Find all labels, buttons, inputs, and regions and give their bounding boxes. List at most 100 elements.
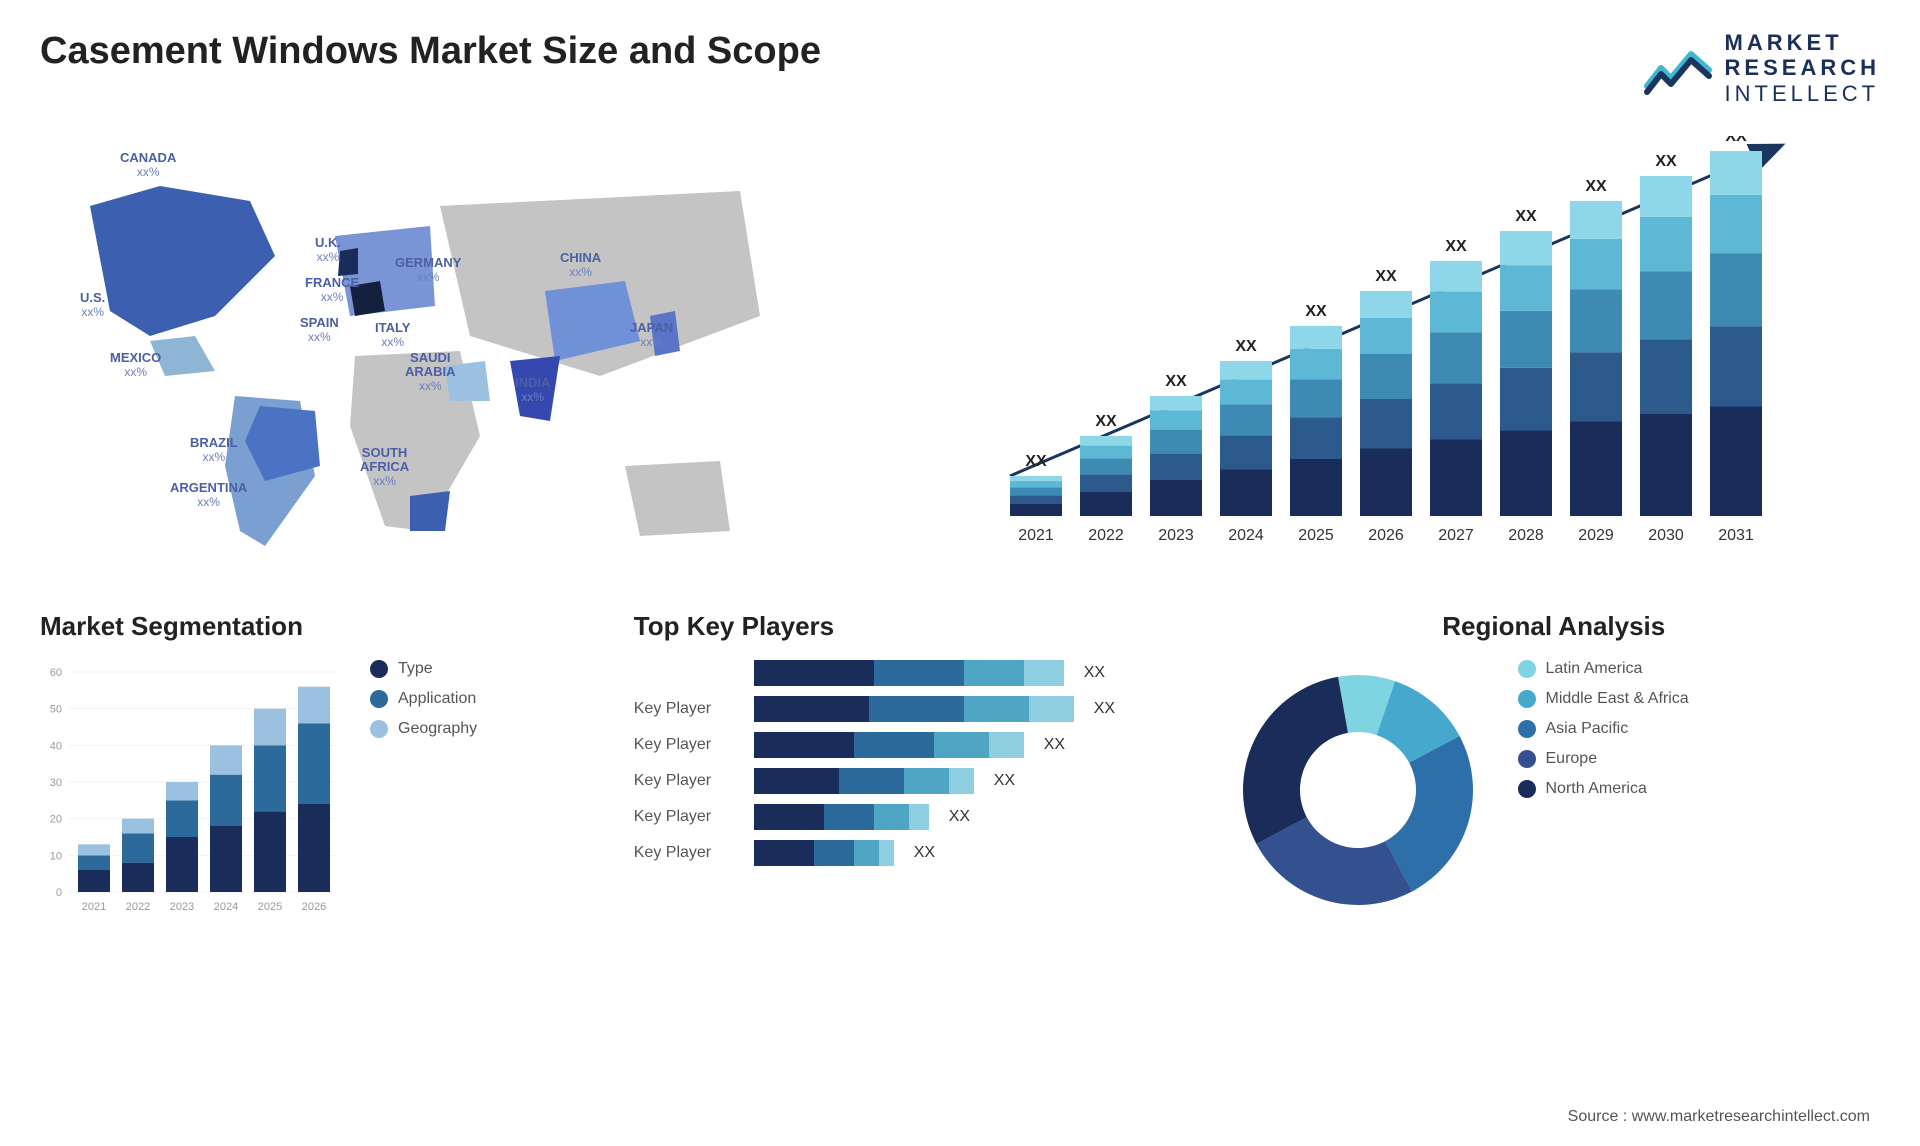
svg-text:2024: 2024 [214,901,238,913]
regional-legend: Latin America Middle East & Africa Asia Pa… [1518,660,1689,810]
key-players-list: XXKey PlayerXXKey PlayerXXKey PlayerXXKe… [634,660,1178,866]
regional-legend-item: Latin America [1518,660,1689,678]
regional-legend-item: Europe [1518,750,1689,768]
key-player-row: XX [634,660,1178,686]
segmentation-legend-item: Type [370,660,477,678]
svg-text:2024: 2024 [1228,527,1264,544]
map-country-label: ITALYxx% [375,321,410,350]
key-player-bar [754,696,1074,722]
map-country-label: CANADAxx% [120,151,176,180]
map-country-label: SOUTHAFRICAxx% [360,446,409,489]
svg-text:30: 30 [50,777,62,789]
map-country-label: U.K.xx% [315,236,341,265]
svg-text:2021: 2021 [82,901,106,913]
map-country-label: GERMANYxx% [395,256,461,285]
segmentation-section: Market Segmentation 0 10 20 30 40 50 60 2021 202… [40,611,584,920]
svg-text:2030: 2030 [1648,527,1684,544]
svg-text:2021: 2021 [1018,527,1054,544]
key-player-row: Key Player XX [634,768,1178,794]
key-player-label: Key Player [634,808,734,826]
key-player-value: XX [914,844,935,862]
map-country-label: CHINAxx% [560,251,601,280]
svg-text:20: 20 [50,814,62,826]
svg-text:XX: XX [1725,136,1747,145]
key-player-label: Key Player [634,700,734,718]
svg-text:2022: 2022 [1088,527,1124,544]
key-player-value: XX [1094,700,1115,718]
key-player-label: Key Player [634,772,734,790]
logo-line1: MARKET [1725,30,1880,55]
svg-text:40: 40 [50,740,62,752]
key-player-label: Key Player [634,736,734,754]
map-country-label: BRAZILxx% [190,436,238,465]
svg-text:2031: 2031 [1718,527,1754,544]
key-player-bar [754,768,974,794]
regional-donut-chart [1228,660,1488,920]
key-player-bar [754,804,929,830]
map-country-label: FRANCExx% [305,276,359,305]
regional-section: Regional Analysis Latin America Middle Ea… [1228,611,1881,920]
svg-text:10: 10 [50,850,62,862]
logo-line3: INTELLECT [1725,81,1880,106]
key-player-value: XX [949,808,970,826]
key-player-row: Key Player XX [634,840,1178,866]
map-country-label: MEXICOxx% [110,351,161,380]
map-country-label: SPAINxx% [300,316,339,345]
svg-text:2028: 2028 [1508,527,1544,544]
segmentation-bar-chart: 0 10 20 30 40 50 60 2021 2022 2023 2024 2025 2026 [40,660,340,920]
svg-text:XX: XX [1305,303,1327,320]
svg-text:50: 50 [50,704,62,716]
logo-mark-icon [1643,40,1713,96]
svg-text:60: 60 [50,667,62,679]
page-title: Casement Windows Market Size and Scope [40,30,821,73]
map-country-label: U.S.xx% [80,291,105,320]
key-player-bar [754,840,894,866]
svg-text:2022: 2022 [126,901,150,913]
key-players-title: Top Key Players [634,611,1178,642]
segmentation-title: Market Segmentation [40,611,584,642]
map-country-label: JAPANxx% [630,321,673,350]
segmentation-legend: Type Application Geography [370,660,477,750]
svg-text:2026: 2026 [302,901,326,913]
svg-text:XX: XX [1095,413,1117,430]
svg-text:2027: 2027 [1438,527,1474,544]
brand-logo: MARKET RESEARCH INTELLECT [1643,30,1880,106]
key-player-label: Key Player [634,844,734,862]
key-players-section: Top Key Players XXKey PlayerXXKey Player… [634,611,1178,920]
segmentation-legend-item: Application [370,690,477,708]
key-player-value: XX [1044,736,1065,754]
svg-text:XX: XX [1025,453,1047,470]
svg-text:2026: 2026 [1368,527,1404,544]
svg-text:XX: XX [1375,268,1397,285]
regional-legend-item: Asia Pacific [1518,720,1689,738]
svg-text:2025: 2025 [258,901,282,913]
key-player-bar [754,660,1064,686]
svg-text:XX: XX [1515,208,1537,225]
svg-text:2023: 2023 [1158,527,1194,544]
svg-text:2023: 2023 [170,901,194,913]
map-country-label: INDIAxx% [515,376,550,405]
svg-text:2025: 2025 [1298,527,1334,544]
key-player-row: Key Player XX [634,696,1178,722]
svg-text:XX: XX [1235,338,1257,355]
svg-text:XX: XX [1585,178,1607,195]
map-country-label: SAUDIARABIAxx% [405,351,456,394]
regional-title: Regional Analysis [1228,611,1881,642]
regional-legend-item: North America [1518,780,1689,798]
svg-text:XX: XX [1165,373,1187,390]
growth-bar-chart: XX 2021 XX 2022 XX 2023 XX 2024 XX 2025 XX 2026 XX 20… [990,136,1790,566]
source-footer: Source : www.marketresearchintellect.com [1568,1108,1870,1126]
key-player-value: XX [1084,664,1105,682]
svg-text:0: 0 [56,887,62,899]
key-player-bar [754,732,1024,758]
key-player-row: Key Player XX [634,804,1178,830]
world-map-panel: CANADAxx% U.S.xx% MEXICOxx% BRAZILxx% ARGENT… [40,136,930,571]
key-player-value: XX [994,772,1015,790]
key-player-row: Key Player XX [634,732,1178,758]
map-country-label: ARGENTINAxx% [170,481,247,510]
svg-text:XX: XX [1655,153,1677,170]
regional-legend-item: Middle East & Africa [1518,690,1689,708]
segmentation-legend-item: Geography [370,720,477,738]
svg-text:XX: XX [1445,238,1467,255]
logo-line2: RESEARCH [1725,55,1880,80]
